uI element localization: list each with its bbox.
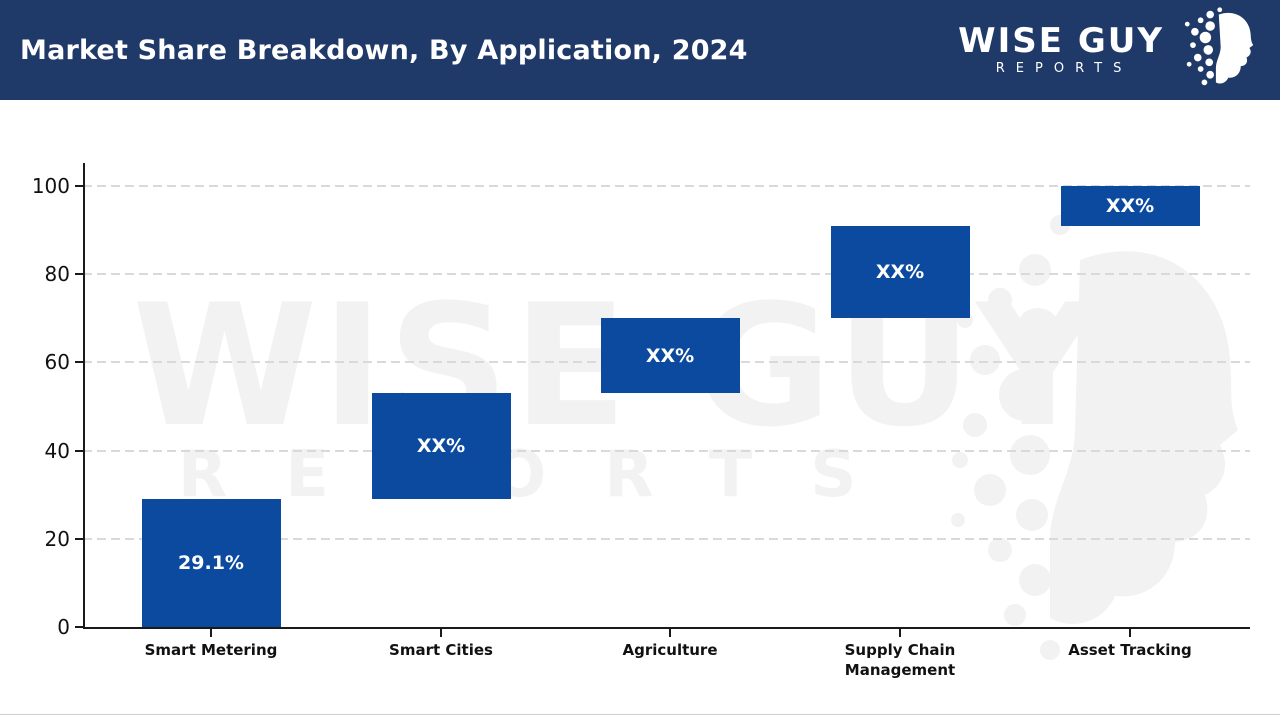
bar-value-label: XX% [645,344,695,367]
gridline [83,273,1250,276]
x-axis-category-label: Asset Tracking [1068,641,1192,659]
bar-smart-metering: 29.1% [141,498,281,627]
x-axis-category-label: Smart Metering [144,641,278,659]
x-axis-tick [440,629,442,637]
x-axis-category-label: Supply Chain Management [844,641,956,679]
chart-area: WISE GUY REPORTS 0 20 40 60 80 100 29.1% Smart … [0,100,1280,720]
brand-logo-text: WISE GUY REPORTS [958,20,1164,77]
x-axis-category-label: Smart Cities [389,641,493,659]
x-axis-line [83,627,1250,629]
y-axis-tick [75,626,83,628]
bar-smart-cities: XX% [371,393,511,499]
bar-asset-tracking: XX% [1060,186,1200,226]
x-axis-tick [899,629,901,637]
gridline [83,185,1250,187]
y-axis-tick-label: 20 [44,526,70,551]
header-bar: Market Share Breakdown, By Application, … [0,0,1280,100]
wiseguy-head-icon [1166,5,1262,95]
page-title: Market Share Breakdown, By Application, … [20,34,748,66]
bar-value-label: XX% [875,260,925,283]
brand-subname: REPORTS [995,61,1133,77]
brand-logo: WISE GUY REPORTS [958,5,1262,95]
bar-value-label: 29.1% [178,551,244,574]
x-axis-tick [669,629,671,637]
y-axis-line [83,163,85,629]
y-axis-tick [75,361,83,364]
page-bottom-divider [0,714,1280,715]
y-axis-tick [75,185,83,187]
bar-agriculture: XX% [600,318,740,394]
y-axis-tick-label: 100 [31,174,70,198]
gridline [83,537,1250,540]
bar-value-label: XX% [416,434,466,457]
y-axis-tick [75,537,83,540]
gridline [83,449,1250,452]
y-axis-tick-label: 0 [57,615,70,639]
brand-name: WISE GUY [958,20,1164,61]
x-axis-tick [1129,629,1131,637]
x-axis-category-label: Agriculture [622,641,718,659]
y-axis-tick [75,273,83,276]
x-axis-tick [210,629,212,637]
y-axis-tick-label: 40 [44,438,70,463]
y-axis-tick-label: 80 [44,262,70,287]
bar-value-label: XX% [1105,194,1155,217]
y-axis-tick [75,449,83,452]
bar-supply-chain-management: XX% [830,225,970,319]
watermark-head-icon [930,190,1240,674]
y-axis-tick-label: 60 [44,350,70,375]
